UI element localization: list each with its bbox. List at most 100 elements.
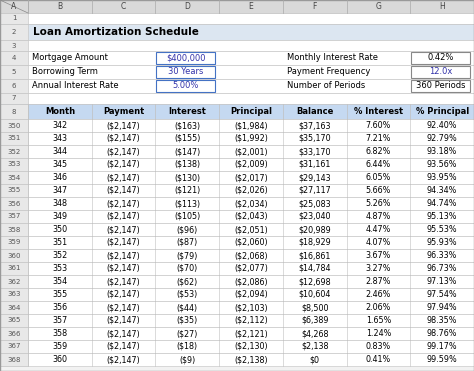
Text: ($79): ($79) [177, 251, 198, 260]
Text: $29,143: $29,143 [299, 173, 331, 182]
Text: ($2,147): ($2,147) [107, 160, 140, 169]
Text: $27,117: $27,117 [298, 186, 331, 195]
Text: $23,040: $23,040 [299, 212, 331, 221]
Text: 350: 350 [52, 225, 67, 234]
Text: 4: 4 [12, 55, 16, 61]
Bar [0, 65, 474, 79]
Text: ($2,138): ($2,138) [234, 355, 268, 364]
Text: E: E [249, 2, 254, 11]
Text: 95.13%: 95.13% [427, 212, 457, 221]
Bar [0, 13, 474, 24]
Text: % Interest: % Interest [354, 107, 403, 116]
Bar [0, 236, 28, 249]
Bar [0, 210, 28, 223]
Text: 5.00%: 5.00% [173, 82, 199, 91]
Bar [0, 249, 474, 262]
Text: ($105): ($105) [174, 212, 201, 221]
Text: ($113): ($113) [174, 199, 201, 208]
Text: 358: 358 [52, 329, 67, 338]
Text: ($2,103): ($2,103) [234, 303, 268, 312]
Text: 4.47%: 4.47% [366, 225, 391, 234]
Text: 355: 355 [52, 290, 67, 299]
Text: 96.33%: 96.33% [427, 251, 457, 260]
Text: ($53): ($53) [177, 290, 198, 299]
Text: $37,163: $37,163 [299, 121, 331, 130]
Text: 6.05%: 6.05% [366, 173, 391, 182]
Text: ($2,017): ($2,017) [234, 173, 268, 182]
Text: $25,083: $25,083 [299, 199, 331, 208]
Bar [0, 288, 474, 301]
Text: 345: 345 [52, 160, 67, 169]
Text: 98.35%: 98.35% [427, 316, 457, 325]
Text: 93.18%: 93.18% [427, 147, 457, 156]
Text: 353: 353 [52, 264, 67, 273]
Text: $0: $0 [310, 355, 320, 364]
Text: ($2,147): ($2,147) [107, 329, 140, 338]
Text: $20,989: $20,989 [298, 225, 331, 234]
Text: 352: 352 [52, 251, 67, 260]
Text: 12.0x: 12.0x [429, 68, 452, 76]
Text: ($2,086): ($2,086) [234, 277, 268, 286]
Text: 1.65%: 1.65% [366, 316, 391, 325]
Text: 8: 8 [12, 108, 16, 115]
Text: Month: Month [45, 107, 75, 116]
Bar [0, 353, 474, 366]
Text: 96.73%: 96.73% [427, 264, 457, 273]
Text: 6.44%: 6.44% [366, 160, 391, 169]
Bar [411, 52, 470, 63]
Text: 94.34%: 94.34% [427, 186, 457, 195]
Text: ($2,077): ($2,077) [234, 264, 268, 273]
Text: ($2,051): ($2,051) [234, 225, 268, 234]
Text: 361: 361 [7, 266, 21, 272]
Bar [0, 132, 28, 145]
Bar [0, 24, 28, 40]
Text: 99.59%: 99.59% [427, 355, 457, 364]
Text: 95.53%: 95.53% [427, 225, 457, 234]
Text: 343: 343 [52, 134, 67, 143]
Bar [0, 104, 28, 119]
Text: 349: 349 [52, 212, 67, 221]
Text: ($87): ($87) [177, 238, 198, 247]
Text: $18,929: $18,929 [298, 238, 331, 247]
Text: 2.46%: 2.46% [366, 290, 391, 299]
Bar [0, 275, 474, 288]
Bar [0, 51, 474, 65]
Text: A: A [11, 2, 17, 11]
Text: $6,389: $6,389 [301, 316, 328, 325]
Text: ($2,112): ($2,112) [234, 316, 268, 325]
Bar [0, 236, 474, 249]
Text: ($2,001): ($2,001) [234, 147, 268, 156]
Text: 4.07%: 4.07% [366, 238, 391, 247]
Bar [0, 145, 28, 158]
Text: 360: 360 [52, 355, 67, 364]
Bar [411, 66, 470, 78]
Bar [0, 197, 28, 210]
Text: F: F [312, 2, 317, 11]
Text: ($2,147): ($2,147) [107, 251, 140, 260]
Text: ($2,147): ($2,147) [107, 277, 140, 286]
Bar [0, 132, 474, 145]
Text: Annual Interest Rate: Annual Interest Rate [32, 82, 118, 91]
Text: 5.66%: 5.66% [366, 186, 391, 195]
Bar [0, 119, 474, 132]
Text: 2.87%: 2.87% [365, 277, 391, 286]
Bar [0, 171, 28, 184]
Text: 0.41%: 0.41% [366, 355, 391, 364]
Text: 7.60%: 7.60% [366, 121, 391, 130]
Text: ($130): ($130) [174, 173, 201, 182]
Text: 355: 355 [8, 187, 21, 194]
Text: 362: 362 [7, 279, 21, 285]
Bar [0, 340, 28, 353]
Text: ($2,026): ($2,026) [234, 186, 268, 195]
Text: ($1,984): ($1,984) [234, 121, 268, 130]
Text: ($2,147): ($2,147) [107, 225, 140, 234]
Bar [0, 184, 474, 197]
Text: ($155): ($155) [174, 134, 201, 143]
Text: Balance: Balance [296, 107, 333, 116]
Bar [0, 340, 474, 353]
Text: 5: 5 [12, 69, 16, 75]
Text: $35,170: $35,170 [299, 134, 331, 143]
Text: 30 Years: 30 Years [168, 68, 203, 76]
Text: ($44): ($44) [177, 303, 198, 312]
Text: ($70): ($70) [177, 264, 198, 273]
